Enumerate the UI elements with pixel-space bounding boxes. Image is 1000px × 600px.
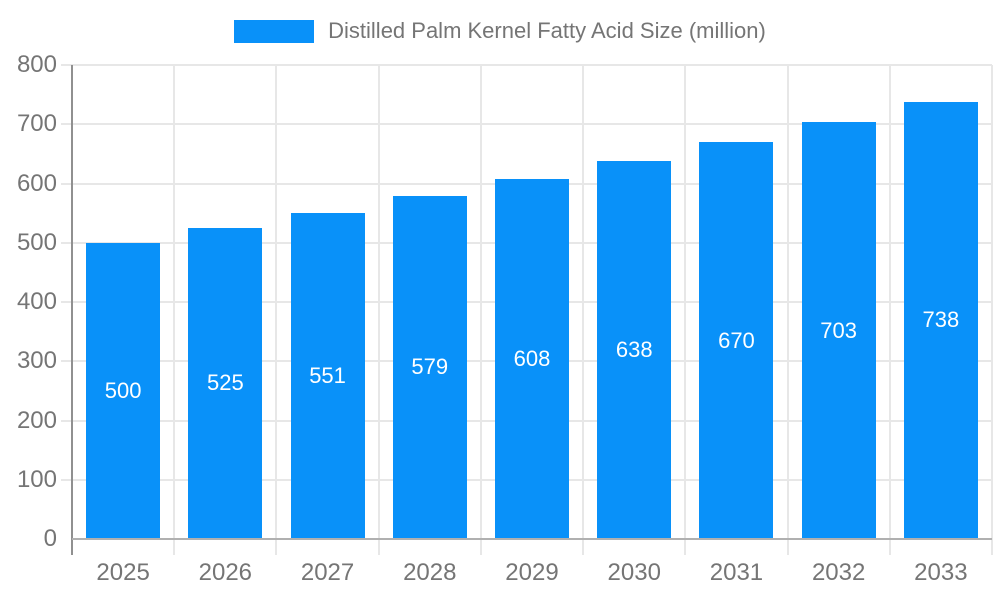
y-axis-tick-label: 600 [16,169,57,197]
x-axis-tick-label: 2029 [505,559,559,586]
y-axis-line [71,65,73,555]
x-axis-tick-label: 2033 [914,559,968,586]
y-axis-tick-label: 100 [16,465,57,493]
bar-value-label: 703 [820,317,858,343]
x-axis-tick-label: 2030 [607,559,661,586]
x-grid-line [786,65,789,555]
bar[interactable]: 579 [392,195,467,539]
x-axis-tick-label: 2031 [709,559,764,586]
y-axis-tick-label: 400 [16,288,57,315]
x-axis-tick-label: 2025 [96,559,150,586]
bar-value-label: 670 [718,327,755,353]
plot-area: 500 525 551 579 608 638 670 703 738 [61,64,993,555]
bar-value-label: 608 [513,345,551,371]
x-grid-line [684,65,687,555]
legend-label: Distilled Palm Kernel Fatty Acid Size (m… [328,18,766,43]
x-grid-line [582,65,585,555]
legend: Distilled Palm Kernel Fatty Acid Size (m… [0,18,1000,44]
x-axis-tick-label: 2026 [198,559,253,586]
bar[interactable]: 551 [290,212,365,539]
bar-value-label: 500 [104,377,142,403]
x-grid-line [479,65,482,555]
bar[interactable]: 670 [699,142,774,539]
x-axis-tick-label: 2032 [811,559,866,586]
bar[interactable]: 703 [801,122,876,539]
x-axis-line [72,538,992,540]
y-axis-tick-label: 200 [16,406,57,434]
x-grid-line [275,65,278,555]
y-grid-line [61,123,992,126]
y-axis-tick-labels: 0 100 200 300 400 500 600 700 800 [0,51,57,552]
bar-value-label: 638 [615,337,653,362]
y-axis-tick-label: 800 [16,51,57,78]
x-axis-tick-labels: 2025 2026 2027 2028 2029 2030 2031 2032 2033 [72,559,992,591]
legend-swatch-icon [234,19,315,43]
bar-value-label: 551 [309,362,346,388]
legend-item[interactable]: Distilled Palm Kernel Fatty Acid Size (m… [234,18,766,44]
x-grid-line [377,65,380,555]
bar[interactable]: 525 [188,227,263,539]
y-axis-tick-label: 300 [16,347,57,375]
bar[interactable]: 608 [495,178,569,539]
x-grid-line [991,65,993,555]
bar-value-label: 738 [922,307,960,333]
y-axis-tick-label: 700 [16,110,57,138]
x-grid-line [888,65,891,555]
y-axis-tick-label: 500 [16,228,57,256]
bar-value-label: 579 [411,354,449,380]
y-grid-line [61,64,992,66]
bar[interactable]: 738 [903,101,978,539]
x-axis-tick-label: 2028 [403,559,457,586]
bar-value-label: 525 [206,370,244,396]
x-axis-tick-label: 2027 [300,559,355,586]
bar[interactable]: 638 [597,161,672,539]
y-axis-tick-label: 0 [43,525,57,552]
x-grid-line [173,65,176,555]
bar[interactable]: 500 [86,242,161,539]
